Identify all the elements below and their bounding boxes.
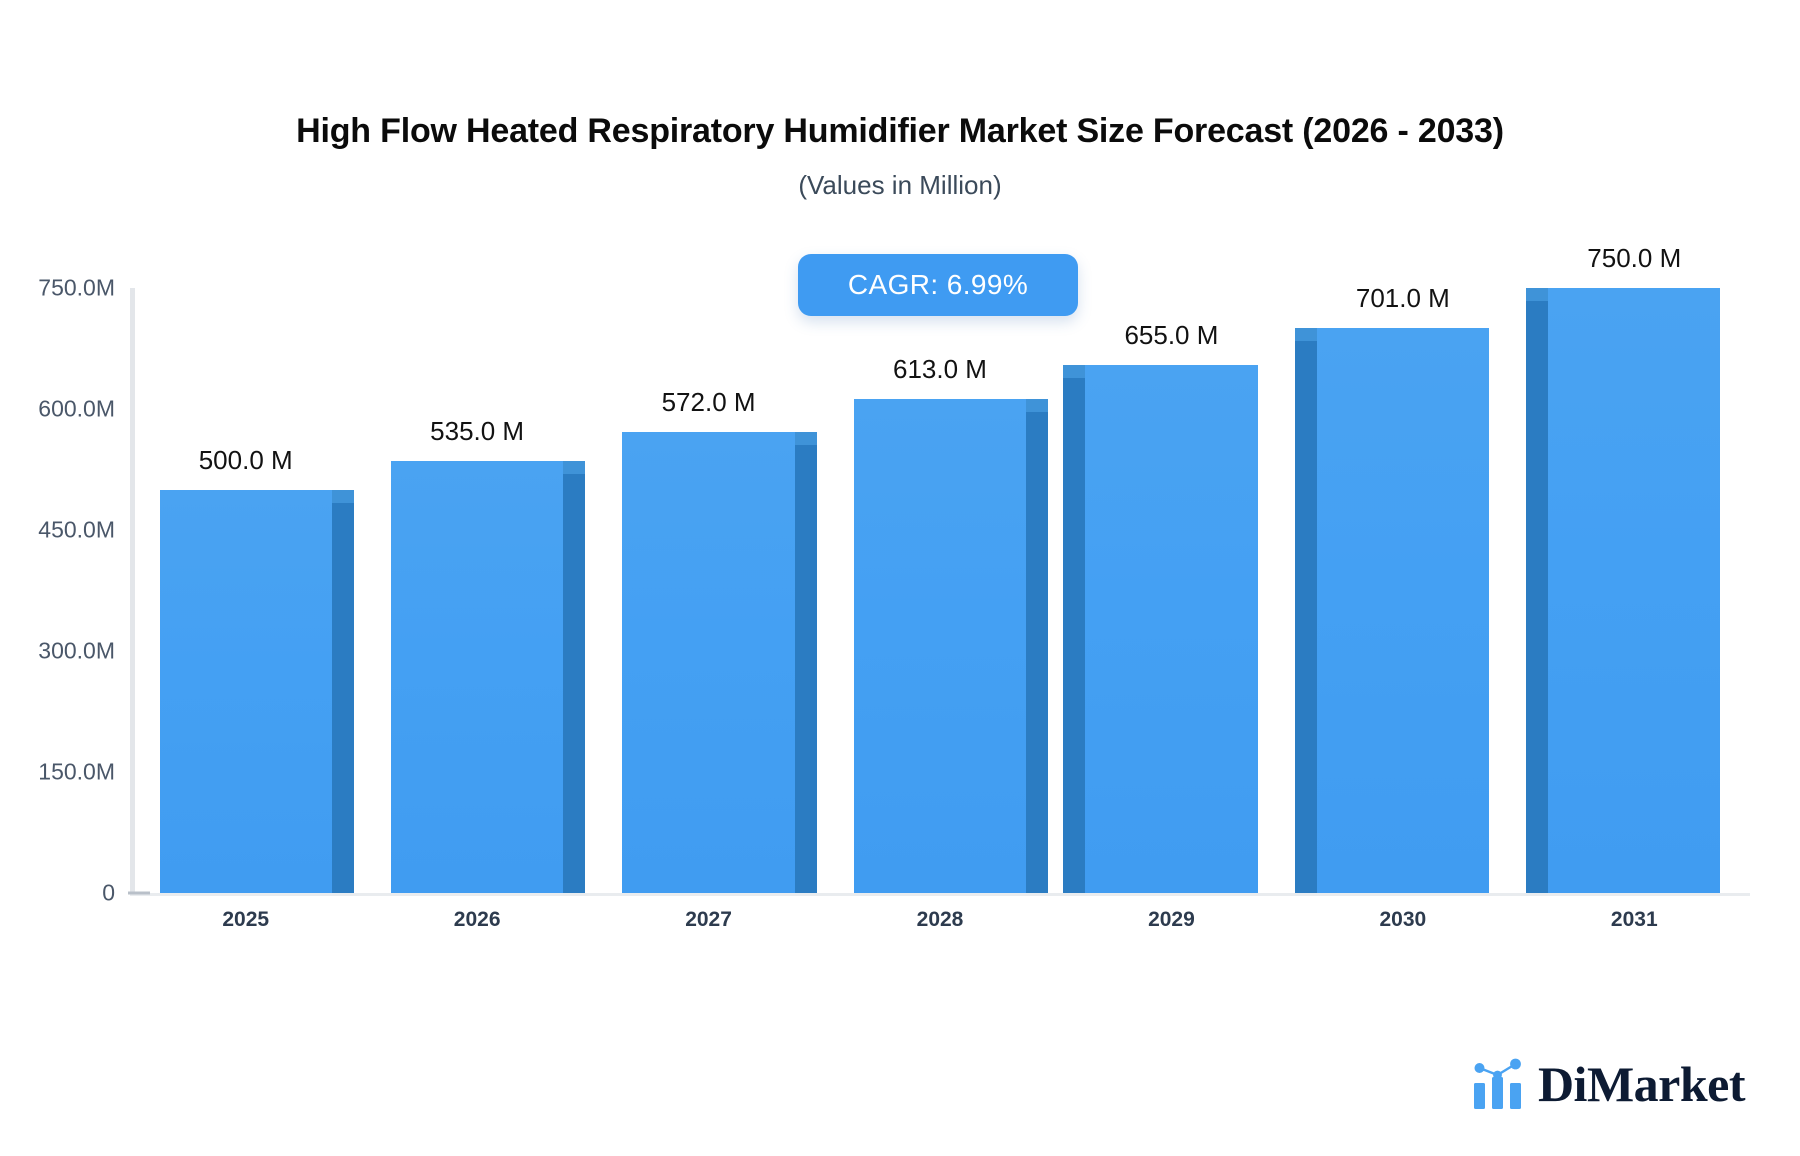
bar-value-label: 750.0 M [1587,243,1682,273]
bar-column[interactable]: 500.0 M [159,288,354,893]
bar-side-shade [331,502,354,893]
dimarket-logo: DiMarket [1472,1056,1746,1112]
y-axis-tick-label: 450.0M [38,516,115,543]
bar-value-label: 535.0 M [430,416,525,447]
bar-chart-logo-icon [1472,1057,1524,1111]
x-axis-tick-label: 2031 [1610,908,1658,931]
y-axis-tick-label: 150.0M [38,758,115,785]
bar-side-shade [1294,340,1317,893]
bar-face[interactable] [622,431,795,893]
y-axis-tick-label: 300.0M [38,637,115,664]
y-axis-tick-label: 0 [102,879,115,906]
y-axis-line [130,288,135,893]
bar-side-shade [563,474,586,893]
bar-face[interactable] [1316,327,1490,893]
x-axis-tick-label: 2027 [685,908,732,931]
bar-column[interactable]: 750.0 M [1526,243,1721,893]
bar-column[interactable]: 572.0 M [622,288,817,893]
bar-top-bevel [331,489,354,503]
cagr-badge: CAGR: 6.99% [798,254,1078,316]
bar-column[interactable]: 655.0 M [1063,288,1258,893]
bar-column[interactable]: 701.0 M [1294,283,1490,893]
chart-title: High Flow Heated Respiratory Humidifier … [296,112,1504,150]
bar-face[interactable] [1548,288,1721,893]
bar-value-label: 701.0 M [1355,282,1450,313]
bar-value-label: 655.0 M [1124,319,1219,350]
x-axis-tick-label: 2029 [1148,908,1195,931]
bar-face[interactable] [159,489,332,893]
chart-subtitle: (Values in Million) [798,170,1002,200]
x-axis-tick-label: 2030 [1379,908,1427,931]
bar-value-label: 500.0 M [198,444,293,475]
bar-top-bevel [1063,364,1086,378]
bar-side-shade [794,444,817,893]
bar-top-bevel [1294,327,1317,341]
bar-side-shade [1526,301,1549,893]
x-axis-tick-label: 2025 [222,908,270,931]
y-axis-tick-group: 0 150.0M 300.0M 450.0M 600.0M 750.0M [0,0,115,1156]
logo-text: DiMarket [1537,1056,1746,1112]
bar-side-shade [1063,377,1086,893]
bar-value-label: 613.0 M [893,353,987,384]
x-axis-tick-label: 2026 [453,908,501,931]
bar-top-bevel [563,461,586,475]
y-axis-tick-mark [128,891,150,895]
bar-value-label: 572.0 M [661,386,756,417]
bar-series: 500.0 M 535.0 M 572.0 M 613.0 M 655.0 M 701.0… [130,243,1750,893]
bar-column[interactable]: 613.0 M [853,288,1049,893]
bar-top-bevel [1026,398,1049,412]
bar-column[interactable]: 535.0 M [390,288,586,893]
bar-face[interactable] [1085,364,1258,893]
y-axis-tick-label: 750.0M [38,274,115,301]
bar-side-shade [1026,411,1049,893]
cagr-badge-label: CAGR: 6.99% [847,269,1029,300]
y-axis-tick-label: 600.0M [38,395,115,422]
x-axis-tick-label: 2028 [916,908,964,931]
bar-face[interactable] [853,398,1027,893]
x-axis-line [130,893,1750,896]
bar-top-bevel [1526,288,1549,301]
bar-top-bevel [794,431,817,445]
bar-face[interactable] [390,461,564,893]
